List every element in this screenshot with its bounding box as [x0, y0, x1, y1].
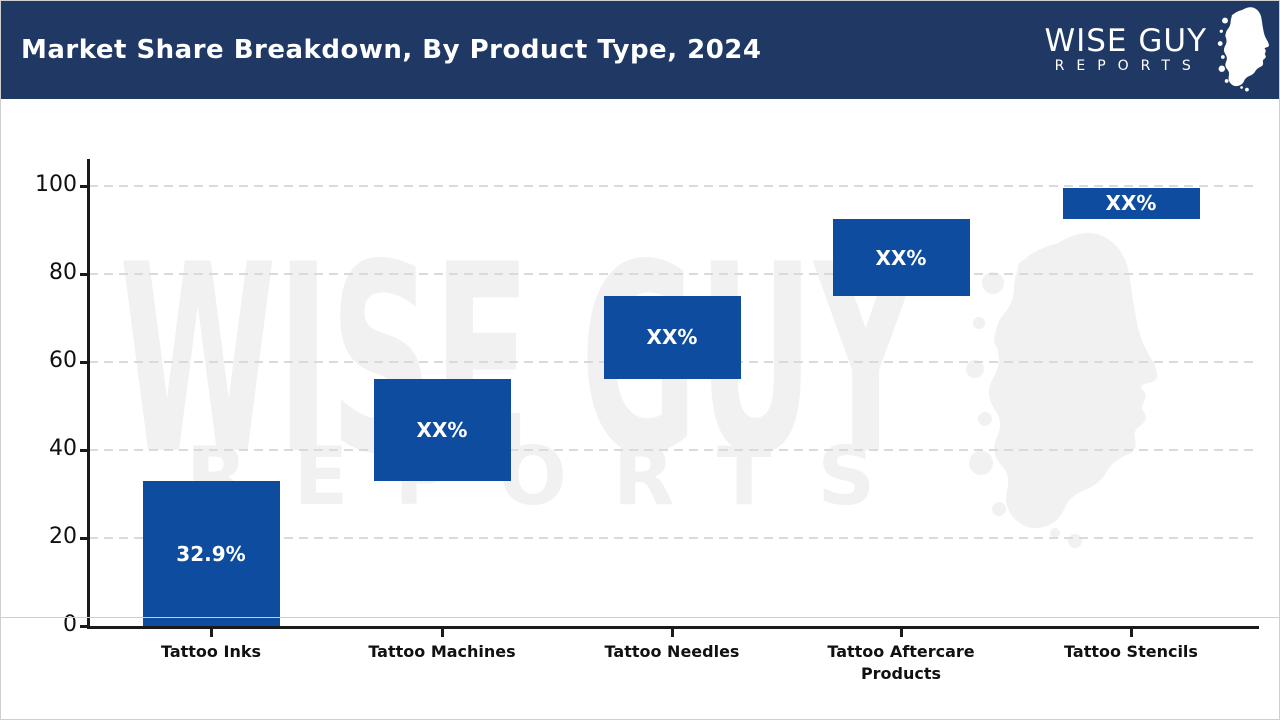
category-label-1: Tattoo Machines: [368, 642, 516, 661]
x-tick-0: [210, 629, 213, 637]
logo-subtitle: REPORTS: [1054, 57, 1203, 74]
x-tick-2: [671, 629, 674, 637]
y-tick-40: [80, 449, 88, 452]
bottom-border-line: [1, 617, 1279, 618]
y-tick-60: [80, 361, 88, 364]
bar-value-label: XX%: [416, 417, 468, 442]
y-tick-label-60: 60: [49, 348, 77, 373]
chart-title: Market Share Breakdown, By Product Type,…: [21, 35, 762, 65]
bar-value-label: XX%: [1105, 191, 1157, 216]
y-tick-100: [80, 185, 88, 188]
gridline-20: [89, 537, 1255, 539]
bar-value-label: 32.9%: [176, 541, 246, 566]
y-tick-20: [80, 537, 88, 540]
y-tick-label-0: 0: [63, 612, 77, 637]
plot-area: WISE GUY REPORTS 0 20 40 60 80 100 32.9% XX% XX…: [1, 99, 1279, 719]
bar-value-label: XX%: [875, 245, 927, 270]
y-axis-line: [87, 159, 90, 628]
bar-tattoo-needles: XX%: [603, 296, 741, 379]
gridline-40: [89, 449, 1255, 451]
wiseguy-logo: WISE GUY REPORTS: [1044, 4, 1275, 96]
category-label-2: Tattoo Needles: [604, 642, 740, 661]
y-tick-0: [80, 625, 88, 628]
x-tick-3: [900, 629, 903, 637]
bar-tattoo-aftercare-products: XX%: [832, 219, 970, 296]
gridline-80: [89, 273, 1255, 275]
y-tick-label-20: 20: [49, 524, 77, 549]
header: Market Share Breakdown, By Product Type,…: [1, 1, 1279, 99]
category-label-0: Tattoo Inks: [160, 642, 261, 661]
logo-head-icon: [1217, 7, 1269, 92]
bar-value-label: XX%: [646, 325, 698, 350]
x-tick-1: [441, 629, 444, 637]
y-tick-80: [80, 273, 88, 276]
y-tick-label-100: 100: [35, 172, 77, 197]
bar-tattoo-machines: XX%: [373, 378, 511, 482]
bar-tattoo-stencils: XX%: [1062, 187, 1200, 219]
bar-tattoo-inks: 32.9%: [142, 481, 280, 626]
logo-wordmark: WISE GUY: [1044, 23, 1207, 60]
x-tick-4: [1130, 629, 1133, 637]
x-axis-line: [87, 626, 1259, 629]
logo-text: WISE GUY REPORTS: [1044, 25, 1207, 74]
category-label-3: Tattoo Aftercare Products: [827, 642, 975, 683]
gridline-100: [89, 185, 1255, 187]
category-label-4: Tattoo Stencils: [1064, 642, 1198, 661]
y-tick-label-80: 80: [49, 260, 77, 285]
y-tick-label-40: 40: [49, 436, 77, 461]
